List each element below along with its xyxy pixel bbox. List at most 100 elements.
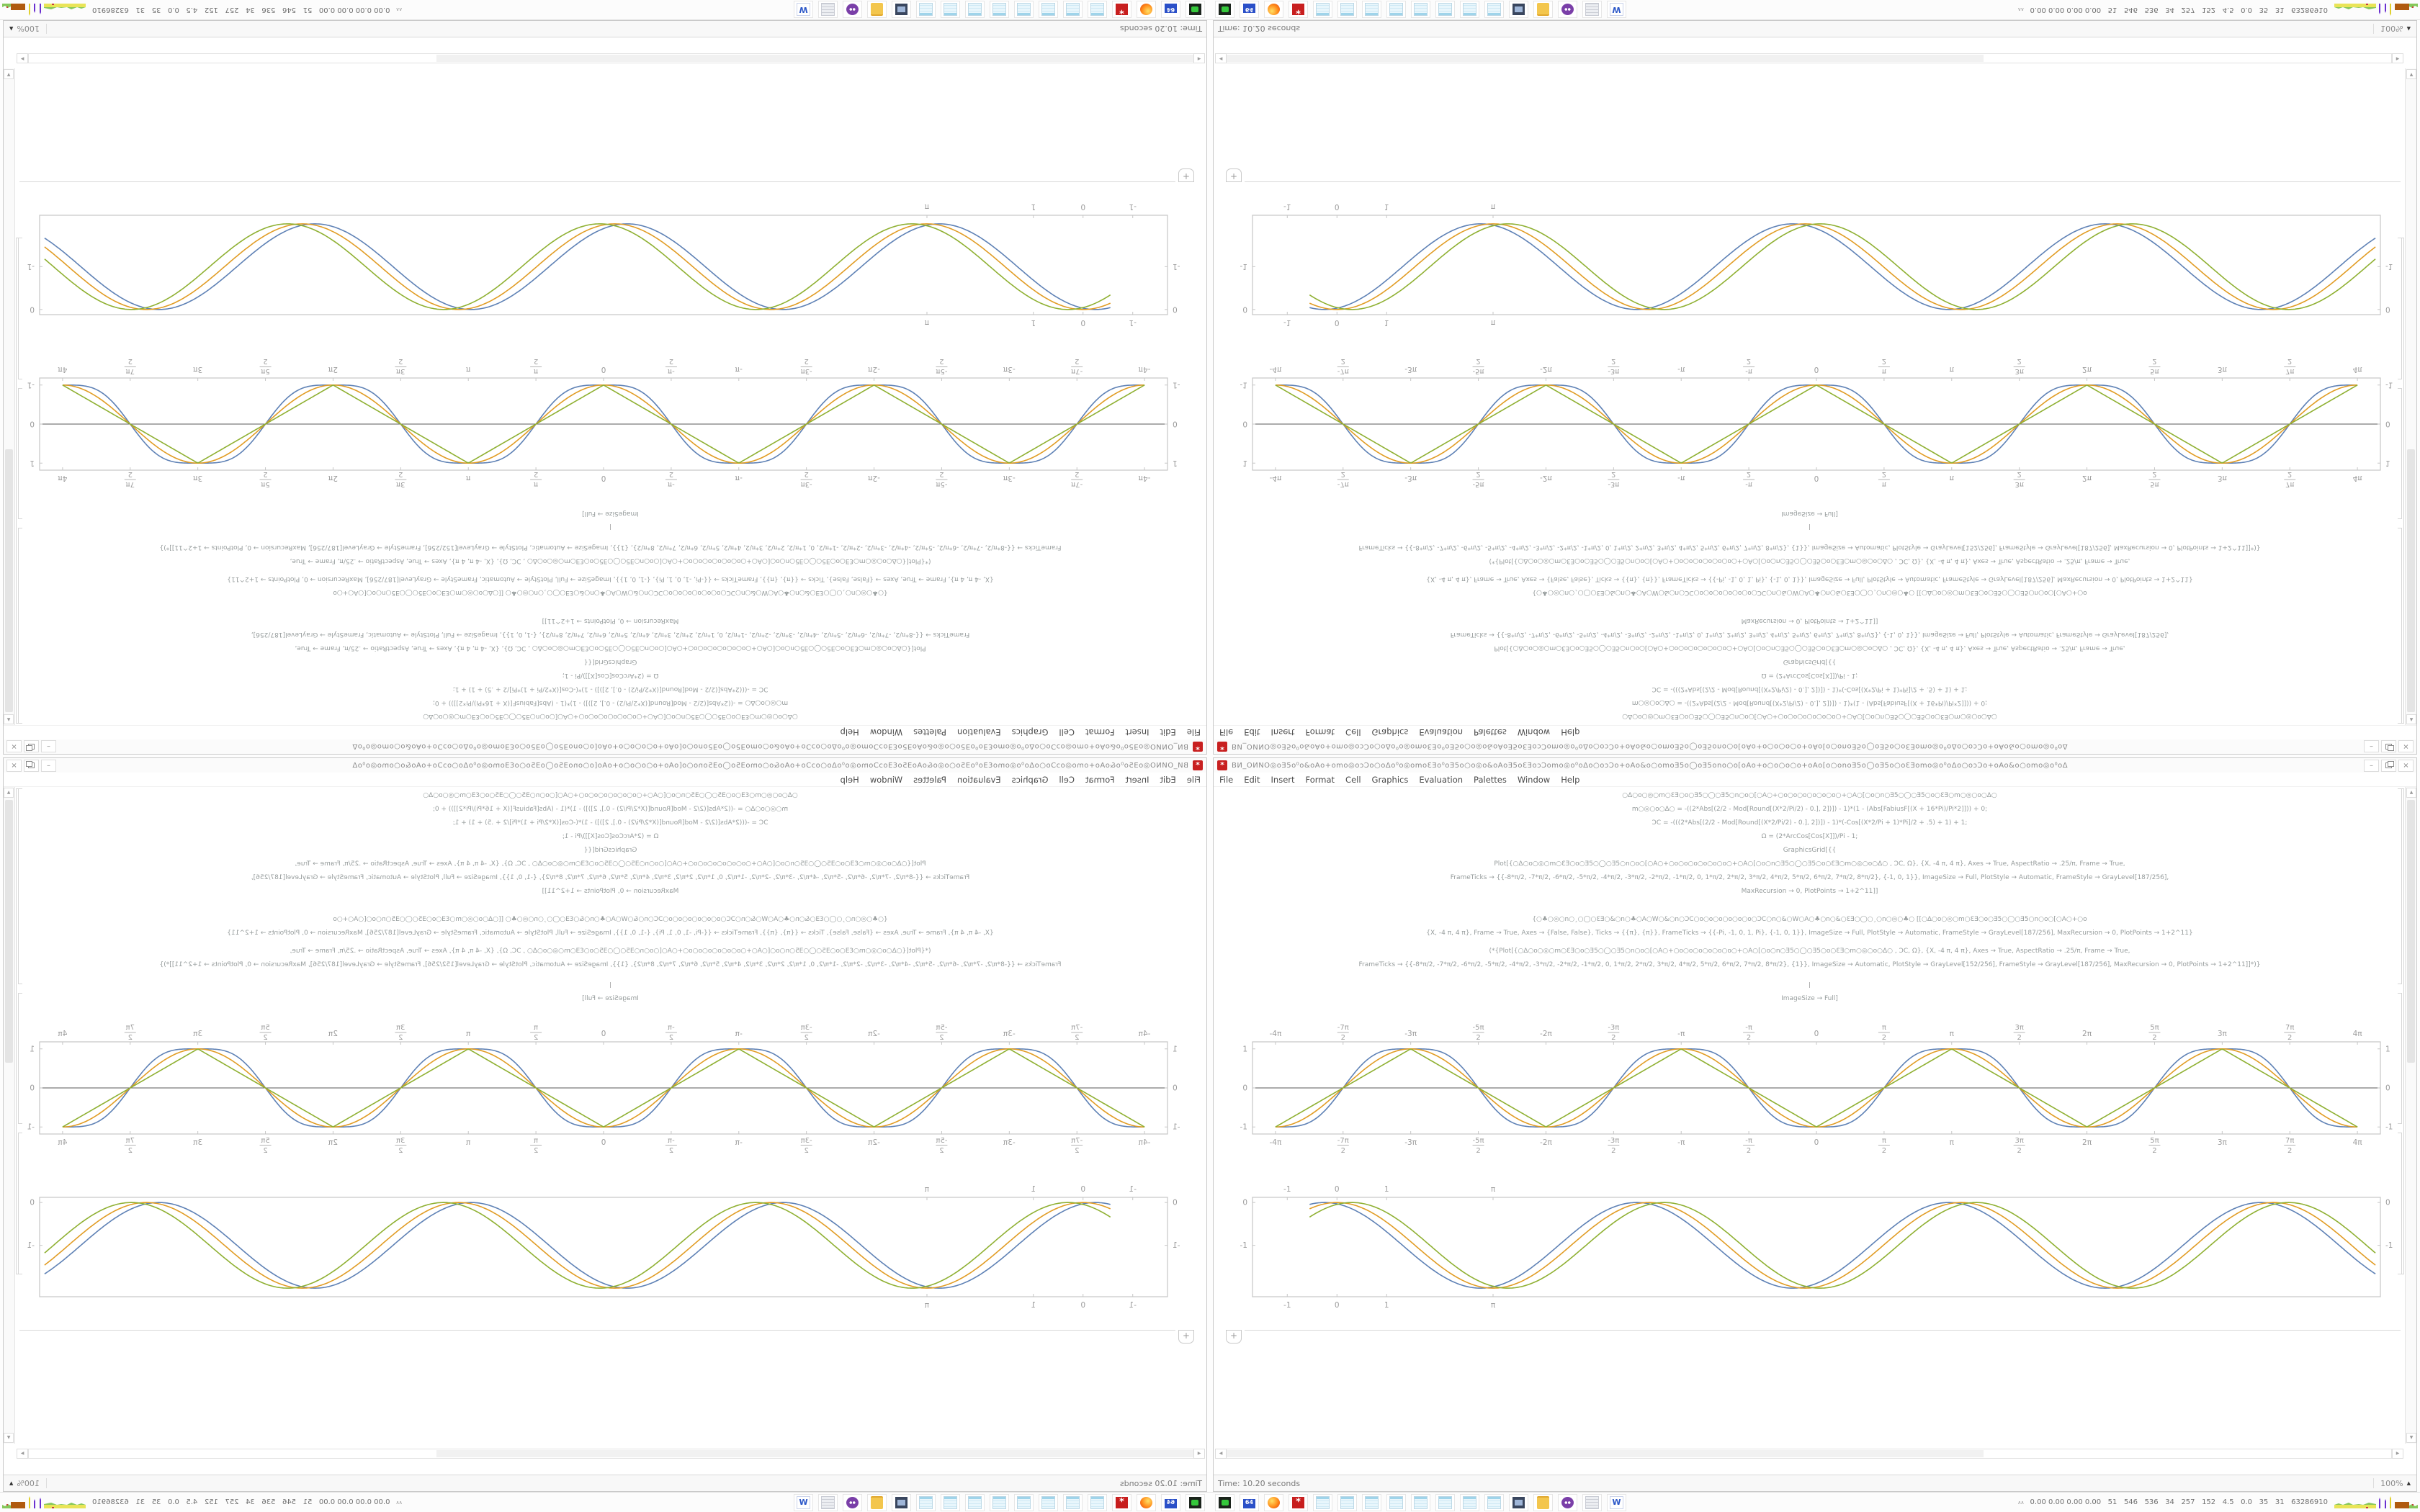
menu-item-window[interactable]: Window (869, 774, 903, 785)
scroll-down-arrow[interactable]: ▼ (4, 69, 14, 79)
notepad-icon[interactable] (1014, 1, 1034, 19)
scroll-right-arrow[interactable]: ▶ (2392, 1449, 2403, 1459)
menu-item-palettes[interactable]: Palettes (913, 774, 946, 785)
screen-recorder-icon[interactable] (1215, 1493, 1234, 1511)
notepad-icon[interactable] (1362, 1493, 1381, 1511)
notepad-icon[interactable] (941, 1, 960, 19)
firefox-icon[interactable] (1137, 1493, 1156, 1511)
menu-item-cell[interactable]: Cell (1345, 727, 1361, 738)
menu-item-graphics[interactable]: Graphics (1011, 774, 1049, 785)
tray-expand-icon[interactable]: ∧∧ (2017, 1499, 2024, 1506)
notepad-icon[interactable] (1313, 1493, 1332, 1511)
menu-item-window[interactable]: Window (1517, 774, 1551, 785)
menu-item-evaluation[interactable]: Evaluation (1419, 727, 1464, 738)
horizontal-scroll-track[interactable] (1227, 1449, 2392, 1459)
notebook-content[interactable]: ○Δ○о○◎○m○ƐƎ○о○Ǝ5○◯○Ǝ5○n○о○[○А○+○о○о○о○о○… (1214, 787, 2405, 1444)
menu-item-insert[interactable]: Insert (1125, 774, 1150, 785)
system-monitor-graph-icon[interactable] (2334, 3, 2418, 17)
menu-item-format[interactable]: Format (1305, 727, 1335, 738)
menu-item-edit[interactable]: Edit (1160, 774, 1176, 785)
folder-icon[interactable] (1533, 1493, 1553, 1511)
scroll-right-arrow[interactable]: ▶ (2392, 53, 2403, 63)
notepad-icon[interactable] (916, 1493, 936, 1511)
notepad-icon[interactable] (1435, 1493, 1455, 1511)
notepad-icon[interactable] (1411, 1, 1430, 19)
scroll-left-arrow[interactable]: ◀ (1193, 53, 1205, 63)
notepad-icon[interactable] (941, 1493, 960, 1511)
close-button[interactable]: × (6, 759, 22, 772)
firefox-icon[interactable] (1264, 1, 1283, 19)
screen-recorder-icon[interactable] (1186, 1, 1205, 19)
close-button[interactable]: × (2398, 759, 2414, 772)
notepad-icon[interactable] (1039, 1493, 1058, 1511)
scroll-up-arrow[interactable]: ▲ (2406, 788, 2416, 798)
menu-item-graphics[interactable]: Graphics (1371, 727, 1409, 738)
menu-item-format[interactable]: Format (1085, 774, 1115, 785)
minimize-button[interactable]: – (2364, 759, 2379, 772)
word-doc-icon[interactable]: W (1607, 1, 1626, 19)
screen-recorder-icon[interactable] (1186, 1493, 1205, 1511)
code-cell[interactable]: ○Δ○о○◎○m○ƐƎ○о○Ǝ5○◯○Ǝ5○n○о○[○А○+○о○о○о○о○… (15, 506, 1206, 725)
menu-item-format[interactable]: Format (1305, 774, 1335, 785)
menu-item-palettes[interactable]: Palettes (1474, 774, 1507, 785)
floppy-64-icon[interactable]: 64 (1161, 1493, 1180, 1511)
menu-item-help[interactable]: Help (840, 727, 859, 738)
menu-item-help[interactable]: Help (1561, 774, 1580, 785)
magnification-control[interactable]: 100% ▲ (2380, 24, 2416, 34)
vertical-scrollbar[interactable]: ▲ ▼ (4, 787, 15, 1444)
menu-item-window[interactable]: Window (1517, 727, 1551, 738)
menu-item-graphics[interactable]: Graphics (1011, 727, 1049, 738)
code-cell[interactable]: ○Δ○о○◎○m○ƐƎ○о○Ǝ5○◯○Ǝ5○n○о○[○А○+○о○о○о○о○… (1214, 506, 2405, 725)
system-monitor-graph-icon[interactable] (2, 3, 86, 17)
horizontal-scroll-thumb[interactable] (1227, 1450, 1984, 1457)
notepad-icon[interactable] (1386, 1, 1406, 19)
notepad-icon[interactable] (916, 1, 936, 19)
menu-item-help[interactable]: Help (840, 774, 859, 785)
minimize-button[interactable]: – (2364, 740, 2379, 753)
title-bar[interactable]: * ВИ_ОИNО◎оƎ5о⁰о&оАо+оmо◎оɔƆо○оΔо⁰о◎оmоƐ… (1214, 739, 2416, 754)
display-settings-icon[interactable] (1509, 1493, 1528, 1511)
printer-icon[interactable] (1582, 1493, 1602, 1511)
screen-recorder-icon[interactable] (1215, 1, 1234, 19)
notepad-icon[interactable] (990, 1493, 1009, 1511)
menu-item-insert[interactable]: Insert (1270, 727, 1295, 738)
notepad-icon[interactable] (1014, 1493, 1034, 1511)
cell-bracket-group[interactable] (16, 238, 20, 724)
printer-icon[interactable] (818, 1493, 838, 1511)
scroll-up-arrow[interactable]: ▲ (4, 714, 14, 724)
notepad-icon[interactable] (1484, 1493, 1504, 1511)
horizontal-scrollbar[interactable]: ◀ ▶ (17, 53, 1205, 63)
menu-item-palettes[interactable]: Palettes (913, 727, 946, 738)
scroll-down-arrow[interactable]: ▼ (4, 1433, 14, 1443)
owl-icon[interactable] (1558, 1, 1577, 19)
horizontal-scroll-thumb[interactable] (436, 1450, 1193, 1457)
notepad-icon[interactable] (1063, 1, 1083, 19)
menu-item-help[interactable]: Help (1561, 727, 1580, 738)
cell-bracket-group[interactable] (2400, 238, 2404, 724)
horizontal-scroll-thumb[interactable] (1227, 55, 1984, 62)
notepad-icon[interactable] (1337, 1, 1357, 19)
notepad-icon[interactable] (1484, 1, 1504, 19)
folder-icon[interactable] (1533, 1, 1553, 19)
cell-bracket-group[interactable] (16, 788, 20, 1274)
notepad-icon[interactable] (965, 1493, 985, 1511)
firefox-icon[interactable] (1137, 1, 1156, 19)
restore-button[interactable] (24, 759, 39, 772)
printer-icon[interactable] (1582, 1, 1602, 19)
mathematica-kernel-icon[interactable]: * (1289, 1493, 1308, 1511)
floppy-64-icon[interactable]: 64 (1240, 1493, 1259, 1511)
floppy-64-icon[interactable]: 64 (1161, 1, 1180, 19)
menu-item-cell[interactable]: Cell (1345, 774, 1361, 785)
menu-item-evaluation[interactable]: Evaluation (1419, 774, 1464, 785)
scroll-left-arrow[interactable]: ◀ (1193, 1449, 1205, 1459)
display-settings-icon[interactable] (892, 1493, 911, 1511)
menu-item-insert[interactable]: Insert (1125, 727, 1150, 738)
magnification-control[interactable]: 100% ▲ (2380, 1479, 2416, 1488)
notebook-content[interactable]: ○Δ○о○◎○m○ƐƎ○о○Ǝ5○◯○Ǝ5○n○о○[○А○+○о○о○о○о○… (15, 787, 1206, 1444)
vertical-scrollbar[interactable]: ▲ ▼ (2405, 787, 2416, 1444)
horizontal-scrollbar[interactable]: ◀ ▶ (1215, 1449, 2403, 1459)
insert-cell-button[interactable]: + (1226, 168, 1242, 182)
system-monitor-graph-icon[interactable] (2, 1495, 86, 1510)
notepad-icon[interactable] (1088, 1493, 1107, 1511)
insert-cell-button[interactable]: + (1178, 168, 1194, 182)
